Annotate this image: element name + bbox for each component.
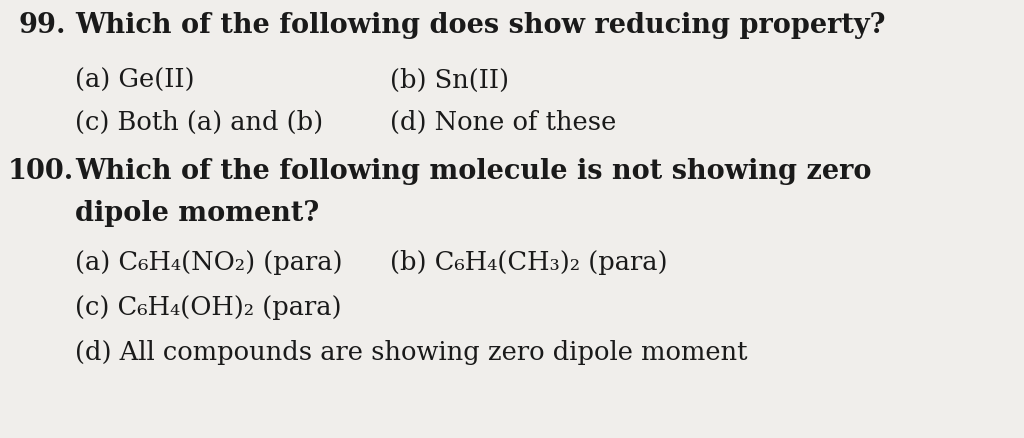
Text: (d) None of these: (d) None of these <box>390 110 616 135</box>
Text: (a) C₆H₄(NO₂) (para): (a) C₆H₄(NO₂) (para) <box>75 249 342 274</box>
Text: (c) Both (a) and (b): (c) Both (a) and (b) <box>75 110 324 135</box>
Text: (c) C₆H₄(OH)₂ (para): (c) C₆H₄(OH)₂ (para) <box>75 294 341 319</box>
Text: 100.: 100. <box>8 158 75 184</box>
Text: (b) Sn(II): (b) Sn(II) <box>390 68 509 93</box>
Text: (b) C₆H₄(CH₃)₂ (para): (b) C₆H₄(CH₃)₂ (para) <box>390 249 668 274</box>
Text: (a) Ge(II): (a) Ge(II) <box>75 68 195 93</box>
Text: (d) All compounds are showing zero dipole moment: (d) All compounds are showing zero dipol… <box>75 339 748 364</box>
Text: Which of the following molecule is not showing zero: Which of the following molecule is not s… <box>75 158 871 184</box>
Text: Which of the following does show reducing property?: Which of the following does show reducin… <box>75 12 886 39</box>
Text: 99.: 99. <box>18 12 66 39</box>
Text: dipole moment?: dipole moment? <box>75 200 319 226</box>
